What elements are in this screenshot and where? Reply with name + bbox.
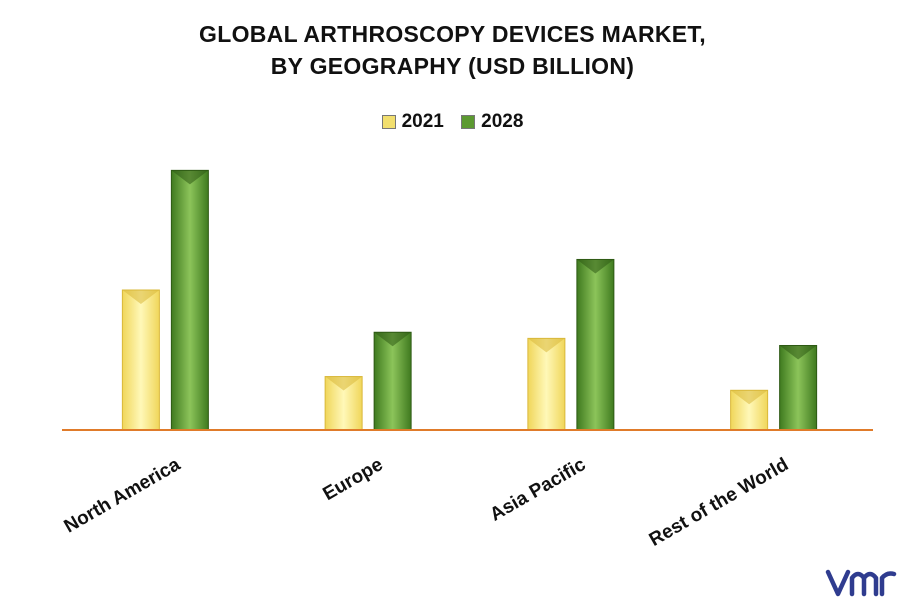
bar-bevel-2021-rest-of-the-world <box>730 390 768 405</box>
bar-2021-asia-pacific <box>527 337 566 431</box>
bar-bevel-2028-europe <box>374 332 412 347</box>
category-label-north-america: North America <box>61 454 185 538</box>
bar-2028-north-america <box>170 169 209 431</box>
category-label-asia-pacific: Asia Pacific <box>486 454 589 526</box>
legend-swatch-2021 <box>381 115 396 129</box>
chart-legend: 2021 2028 <box>0 111 905 135</box>
vmr-logo-icon <box>825 569 897 597</box>
bar-bevel-2021-asia-pacific <box>527 338 565 353</box>
legend-item-2028: 2028 <box>461 111 523 133</box>
bar-2021-north-america <box>121 289 160 431</box>
bar-bevel-2028-north-america <box>171 170 209 185</box>
category-label-europe: Europe <box>319 454 386 505</box>
bar-bevel-2028-rest-of-the-world <box>779 345 817 360</box>
bar-2028-asia-pacific <box>576 258 615 431</box>
legend-label-2028: 2028 <box>481 111 524 132</box>
bar-bevel-2021-north-america <box>122 290 160 304</box>
bar-bevel-2028-asia-pacific <box>576 259 614 274</box>
chart-title-line-1: GLOBAL ARTHROSCOPY DEVICES MARKET, <box>199 21 706 47</box>
category-label-rest-of-the-world: Rest of the World <box>646 454 792 551</box>
legend-item-2021: 2021 <box>381 111 444 133</box>
bar-2028-europe <box>373 331 412 431</box>
bar-2028-rest-of-the-world <box>779 344 818 431</box>
legend-label-2021: 2021 <box>401 111 444 132</box>
bar-bevel-2021-europe <box>325 376 363 391</box>
legend-swatch-2028 <box>461 115 476 129</box>
chart-title: GLOBAL ARTHROSCOPY DEVICES MARKET, BY GE… <box>0 18 905 82</box>
chart-title-line-2: BY GEOGRAPHY (USD BILLION) <box>270 53 635 79</box>
